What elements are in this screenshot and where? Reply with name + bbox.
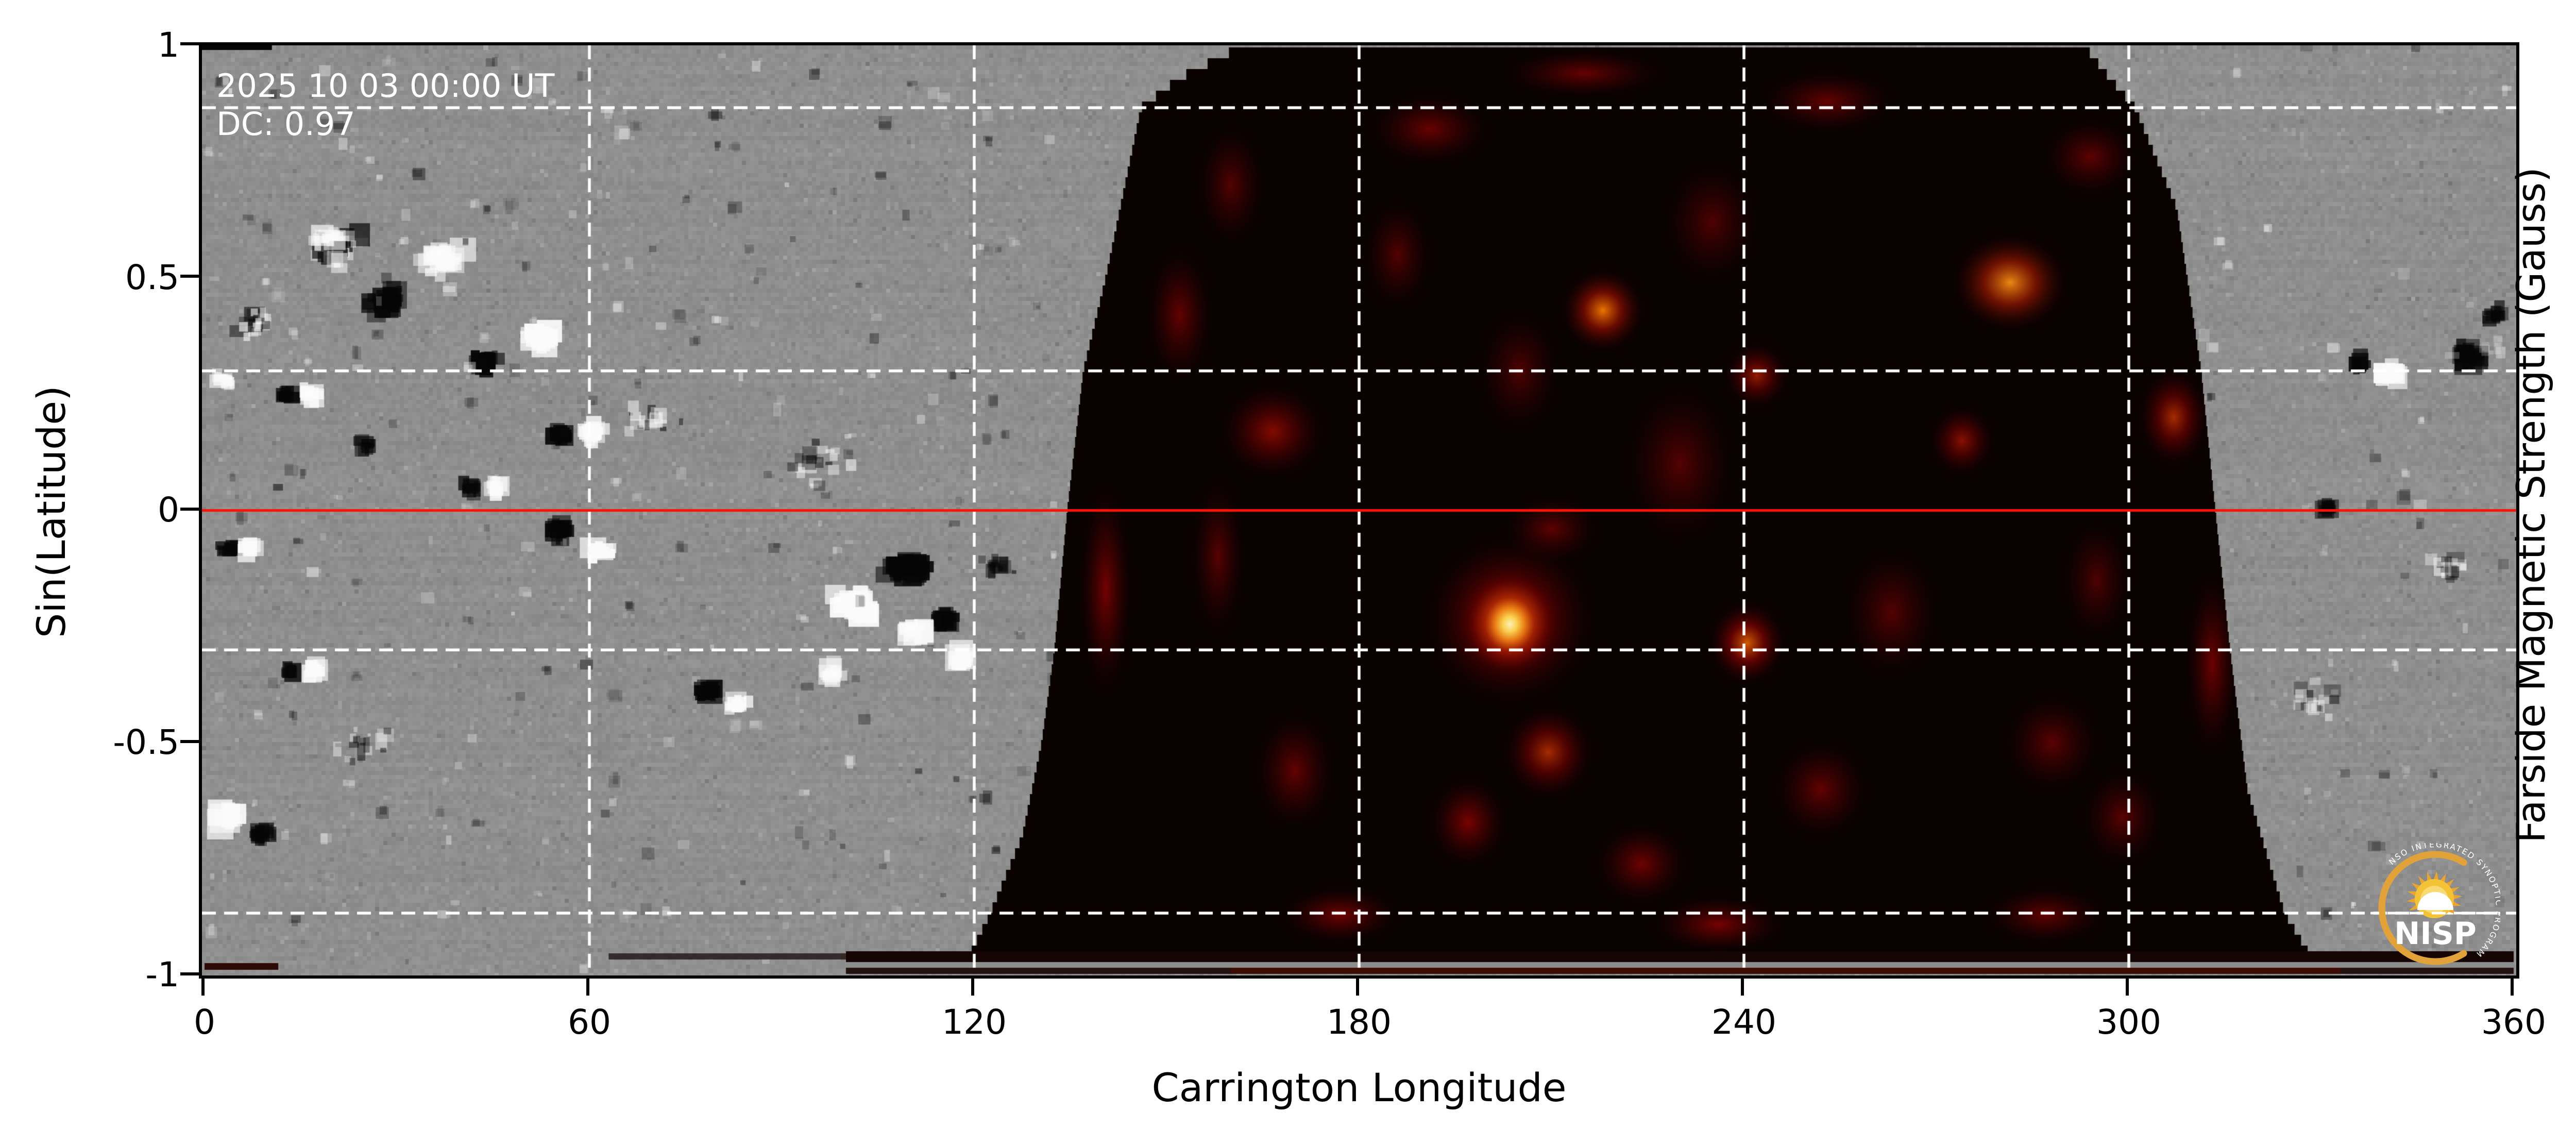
x-tick-label: 360 (2481, 1002, 2546, 1042)
magnetogram-map (202, 45, 2516, 975)
x-tick-label: 0 (194, 1002, 215, 1042)
tick-mark (201, 977, 205, 996)
nisp-logo: NSO INTEGRATED SYNOPTIC PROGRAM NISP (2370, 843, 2500, 965)
x-tick-label: 300 (2096, 1002, 2161, 1042)
tick-mark (180, 739, 199, 743)
logo-text: NISP (2394, 916, 2477, 952)
x-tick-label: 60 (568, 1002, 611, 1042)
x-tick-label: 240 (1711, 1002, 1776, 1042)
map-datetime: 2025 10 03 00:00 UT (216, 67, 555, 105)
tick-mark (180, 972, 199, 975)
y-axis-label: Sin(Latitude) (28, 385, 74, 638)
tick-mark (1741, 977, 1744, 996)
y-tick-label: -1 (145, 955, 179, 995)
plot-area: 2025 10 03 00:00 UT DC: 0.97 NSO INTEGRA… (199, 42, 2519, 979)
tick-mark (180, 275, 199, 278)
x-axis-label: Carrington Longitude (1151, 1065, 1567, 1110)
tick-mark (586, 977, 589, 996)
tick-mark (2126, 977, 2129, 996)
y-tick-label: 1 (158, 25, 179, 65)
sun-half-icon (2417, 892, 2453, 910)
tick-mark (971, 977, 974, 996)
tick-mark (180, 507, 199, 511)
tick-mark (2511, 977, 2514, 996)
y-tick-label: -0.5 (113, 722, 179, 762)
tick-mark (1356, 977, 1359, 996)
y-tick-label: 0 (158, 490, 179, 530)
y-tick-label: 0.5 (125, 258, 179, 297)
x-tick-label: 120 (942, 1002, 1007, 1042)
tick-mark (180, 42, 199, 45)
x-tick-label: 180 (1327, 1002, 1392, 1042)
farside-colorbar-label: Farside Magnetic Strength (Gauss) (2508, 167, 2554, 843)
map-dc-value: DC: 0.97 (216, 105, 355, 143)
logo-ring (2378, 851, 2467, 965)
